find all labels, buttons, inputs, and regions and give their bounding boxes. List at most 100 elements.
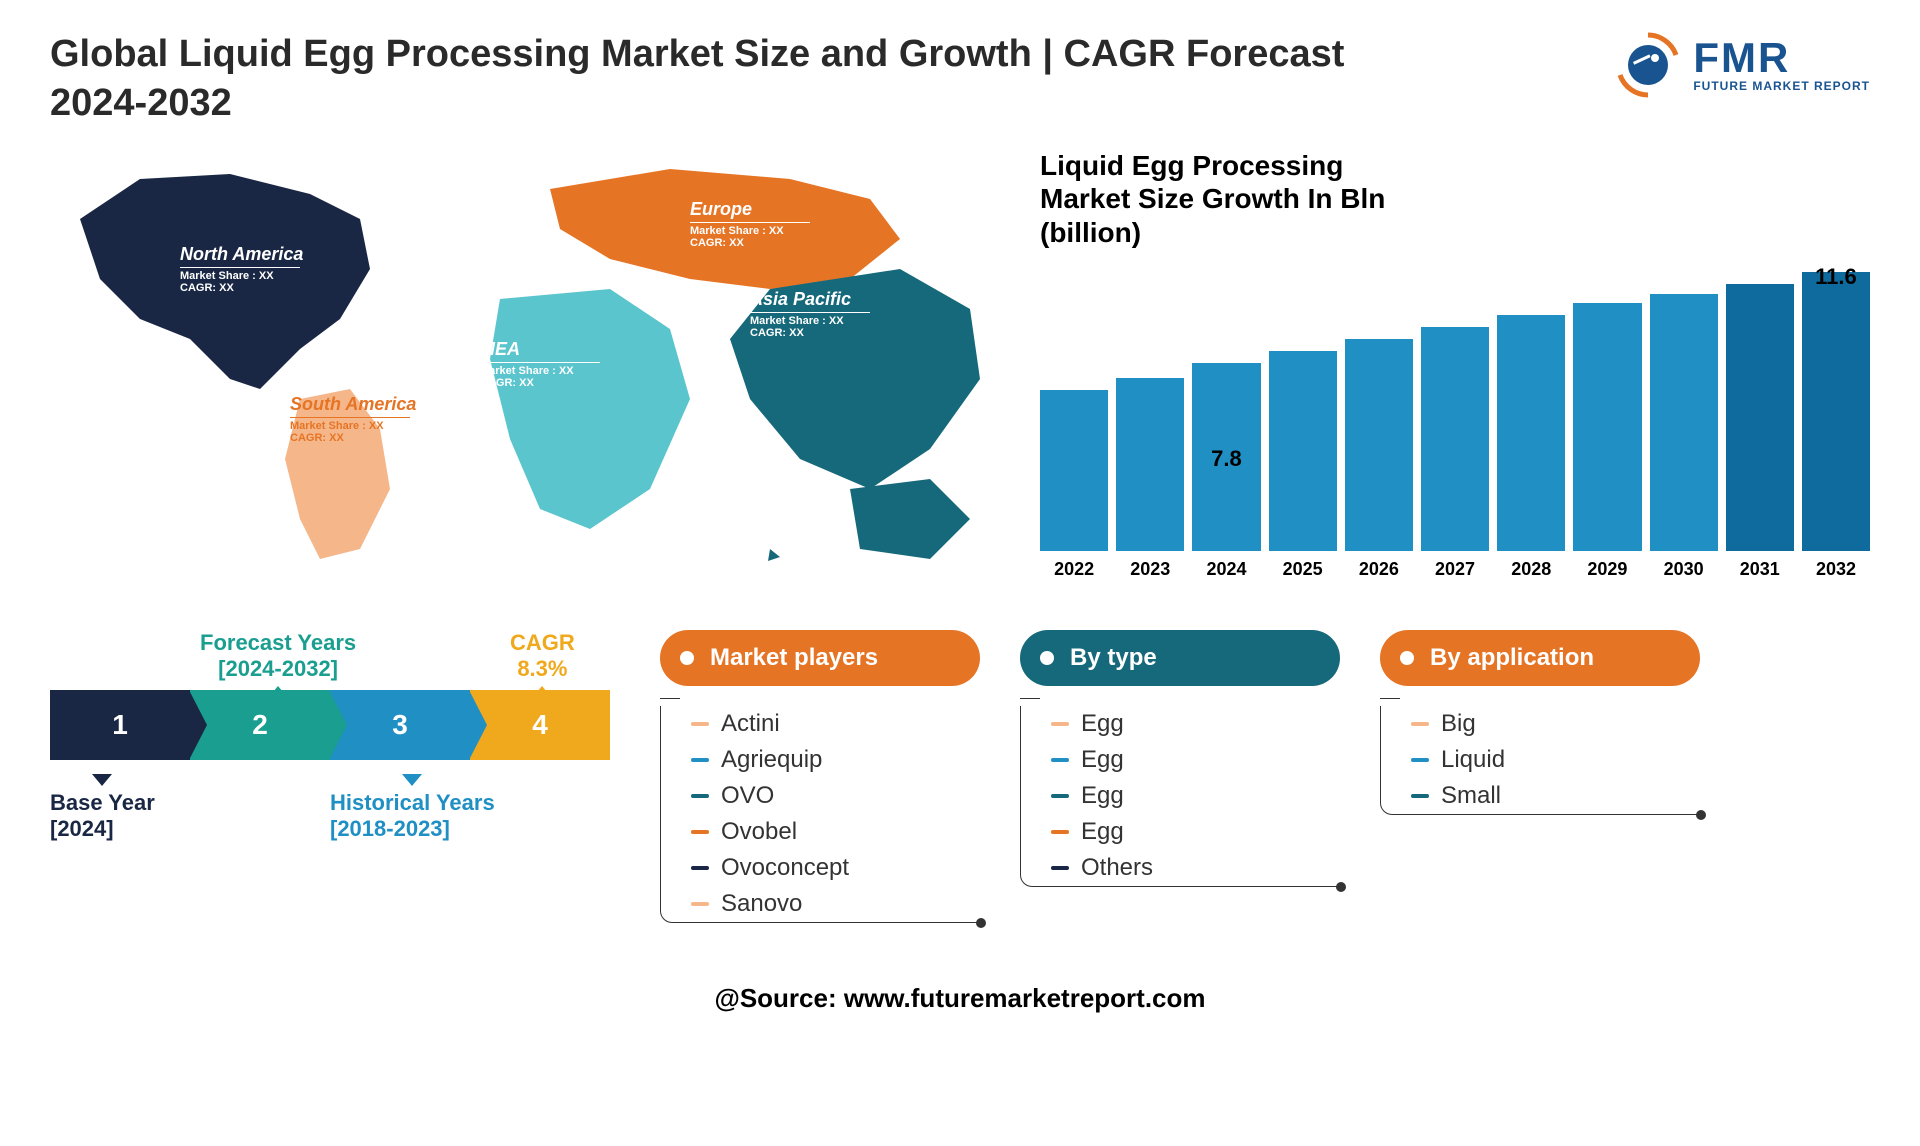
bar-value-label: 11.6 <box>1815 264 1857 290</box>
marker-icon <box>1051 866 1069 870</box>
bar-year-label: 2029 <box>1587 559 1627 580</box>
category-list: Big Liquid Small <box>1380 706 1700 815</box>
bar-2032: 11.6 2032 <box>1802 272 1870 579</box>
category-by-type: By type Egg Egg Egg Egg Others <box>1020 630 1340 923</box>
bar-2026: 2026 <box>1345 339 1413 579</box>
item-label: Ovobel <box>721 818 797 846</box>
category-title: Market players <box>710 644 878 672</box>
region-label-south-america: South America Market Share : XX CAGR: XX <box>290 394 416 444</box>
lower-section: Forecast Years[2024-2032] CAGR8.3% 1234 … <box>50 630 1870 923</box>
bar-year-label: 2030 <box>1664 559 1704 580</box>
bar-value-label: 7.8 <box>1211 446 1242 472</box>
item-label: Others <box>1081 854 1153 882</box>
category-list: Egg Egg Egg Egg Others <box>1020 706 1340 887</box>
world-map: North America Market Share : XX CAGR: XX… <box>50 149 1000 569</box>
marker-icon <box>1411 758 1429 762</box>
dot-icon <box>1040 651 1054 665</box>
bar-2027: 2027 <box>1421 327 1489 579</box>
marker-icon <box>1411 794 1429 798</box>
item-label: Egg <box>1081 746 1124 774</box>
timeline-segment-4: 4 <box>470 690 610 760</box>
category-item: Big <box>1411 706 1700 742</box>
bar-2025: 2025 <box>1269 351 1337 579</box>
category-item: Others <box>1051 850 1340 886</box>
upper-section: North America Market Share : XX CAGR: XX… <box>50 149 1870 580</box>
bar-year-label: 2025 <box>1283 559 1323 580</box>
marker-icon <box>691 866 709 870</box>
category-header: By application <box>1380 630 1700 686</box>
historical-label: Historical Years[2018-2023] <box>330 770 495 842</box>
marker-icon <box>691 794 709 798</box>
category-header: By type <box>1020 630 1340 686</box>
timeline-segment-3: 3 <box>330 690 470 760</box>
category-item: Small <box>1411 778 1700 814</box>
category-item: Egg <box>1051 778 1340 814</box>
item-label: Egg <box>1081 818 1124 846</box>
logo: FMR FUTURE MARKET REPORT <box>1613 30 1870 100</box>
logo-icon <box>1613 30 1683 100</box>
category-item: Egg <box>1051 814 1340 850</box>
marker-icon <box>691 758 709 762</box>
category-item: OVO <box>691 778 980 814</box>
item-label: OVO <box>721 782 774 810</box>
item-label: Agriequip <box>721 746 822 774</box>
header: Global Liquid Egg Processing Market Size… <box>50 30 1870 129</box>
marker-icon <box>1051 830 1069 834</box>
bar-2031: 2031 <box>1726 284 1794 579</box>
bar-year-label: 2024 <box>1206 559 1246 580</box>
bar-2023: 2023 <box>1116 378 1184 580</box>
category-item: Egg <box>1051 742 1340 778</box>
category-item: Egg <box>1051 706 1340 742</box>
source-attribution: @Source: www.futuremarketreport.com <box>50 983 1870 1014</box>
bar-2030: 2030 <box>1650 294 1718 580</box>
marker-icon <box>1411 722 1429 726</box>
item-label: Egg <box>1081 782 1124 810</box>
dot-icon <box>1400 651 1414 665</box>
category-by-application: By application Big Liquid Small <box>1380 630 1700 923</box>
chart-bars: 2022 2023 7.8 2024 2025 2026 2027 2028 2… <box>1040 270 1870 580</box>
category-item: Ovoconcept <box>691 850 980 886</box>
category-title: By type <box>1070 644 1157 672</box>
marker-icon <box>691 830 709 834</box>
category-item: Agriequip <box>691 742 980 778</box>
category-item: Actini <box>691 706 980 742</box>
item-label: Small <box>1441 782 1501 810</box>
bar-chart: Liquid Egg Processing Market Size Growth… <box>1040 149 1870 580</box>
category-market-players: Market players Actini Agriequip OVO Ovob… <box>660 630 980 923</box>
item-label: Big <box>1441 710 1476 738</box>
bar-year-label: 2027 <box>1435 559 1475 580</box>
marker-icon <box>1051 758 1069 762</box>
bar-year-label: 2023 <box>1130 559 1170 580</box>
item-label: Ovoconcept <box>721 854 849 882</box>
marker-icon <box>1051 722 1069 726</box>
marker-icon <box>691 722 709 726</box>
bar-2028: 2028 <box>1497 315 1565 579</box>
timeline: Forecast Years[2024-2032] CAGR8.3% 1234 … <box>50 630 610 870</box>
timeline-bar: 1234 <box>50 690 610 760</box>
category-item: Sanovo <box>691 886 980 922</box>
marker-icon <box>1051 794 1069 798</box>
item-label: Liquid <box>1441 746 1505 774</box>
category-title: By application <box>1430 644 1594 672</box>
bar-year-label: 2026 <box>1359 559 1399 580</box>
bar-year-label: 2032 <box>1816 559 1856 580</box>
bar-2029: 2029 <box>1573 303 1641 579</box>
region-label-europe: Europe Market Share : XX CAGR: XX <box>690 199 810 249</box>
bar-2022: 2022 <box>1040 390 1108 580</box>
bar-2024: 7.8 2024 <box>1192 363 1260 579</box>
item-label: Actini <box>721 710 780 738</box>
timeline-segment-1: 1 <box>50 690 190 760</box>
item-label: Egg <box>1081 710 1124 738</box>
marker-icon <box>691 902 709 906</box>
region-label-mea: MEA Market Share : XX CAGR: XX <box>480 339 600 389</box>
bar-year-label: 2031 <box>1740 559 1780 580</box>
logo-text: FMR FUTURE MARKET REPORT <box>1693 37 1870 93</box>
category-item: Ovobel <box>691 814 980 850</box>
region-label-asia-pacific: Asia Pacific Market Share : XX CAGR: XX <box>750 289 870 339</box>
bar-year-label: 2022 <box>1054 559 1094 580</box>
region-label-north-america: North America Market Share : XX CAGR: XX <box>180 244 303 294</box>
bar-year-label: 2028 <box>1511 559 1551 580</box>
category-list: Actini Agriequip OVO Ovobel Ovoconcept S… <box>660 706 980 923</box>
category-item: Liquid <box>1411 742 1700 778</box>
page-title: Global Liquid Egg Processing Market Size… <box>50 30 1350 129</box>
